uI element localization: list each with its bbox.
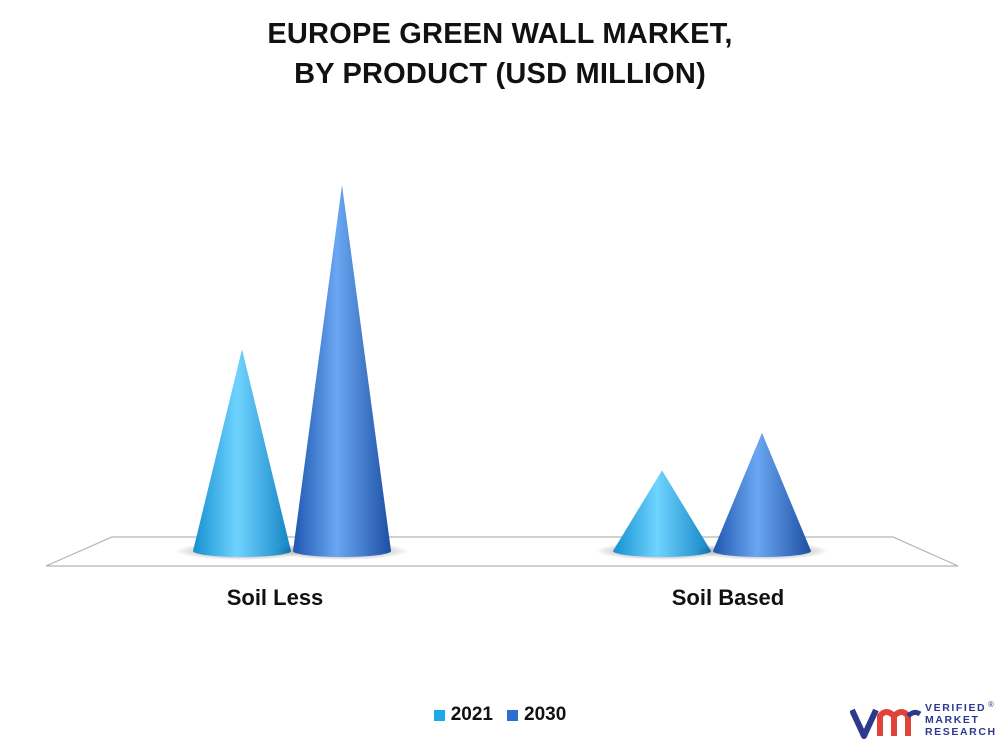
chart-title-line2: BY PRODUCT (USD MILLION): [294, 58, 706, 90]
category-label-soil-based: Soil Based: [671, 585, 785, 610]
category-label-soil-less: Soil Less: [226, 585, 324, 610]
legend-label-2030: 2030: [524, 704, 567, 725]
vmr-logo: VERIFIED MARKET RESEARCH ®: [850, 700, 995, 745]
chart-title-line1: EUROPE GREEN WALL MARKET,: [267, 18, 733, 50]
vmr-logo-text: VERIFIED MARKET RESEARCH: [925, 702, 997, 738]
cone-soil-less-2030: [293, 185, 391, 557]
vmr-logo-icon: [850, 708, 922, 739]
legend-swatch-2021: [433, 709, 445, 721]
chart-title: EUROPE GREEN WALL MARKET, BY PRODUCT (US…: [0, 14, 1000, 94]
logo-line2: MARKET: [925, 714, 980, 726]
cone-soil-based-2021: [613, 470, 711, 557]
logo-line1: VERIFIED: [925, 702, 987, 714]
cone-soil-based-2030: [713, 432, 811, 557]
legend-item-2030: 2030: [507, 704, 566, 726]
chart-legend: 2021 2030: [0, 704, 1000, 726]
logo-registered-mark: ®: [988, 700, 994, 709]
legend-item-2021: 2021: [433, 704, 493, 726]
legend-label-2021: 2021: [450, 704, 493, 725]
legend-swatch-2030: [507, 709, 518, 721]
cone-soil-less-2021: [193, 349, 291, 557]
logo-line3: RESEARCH: [925, 726, 997, 738]
